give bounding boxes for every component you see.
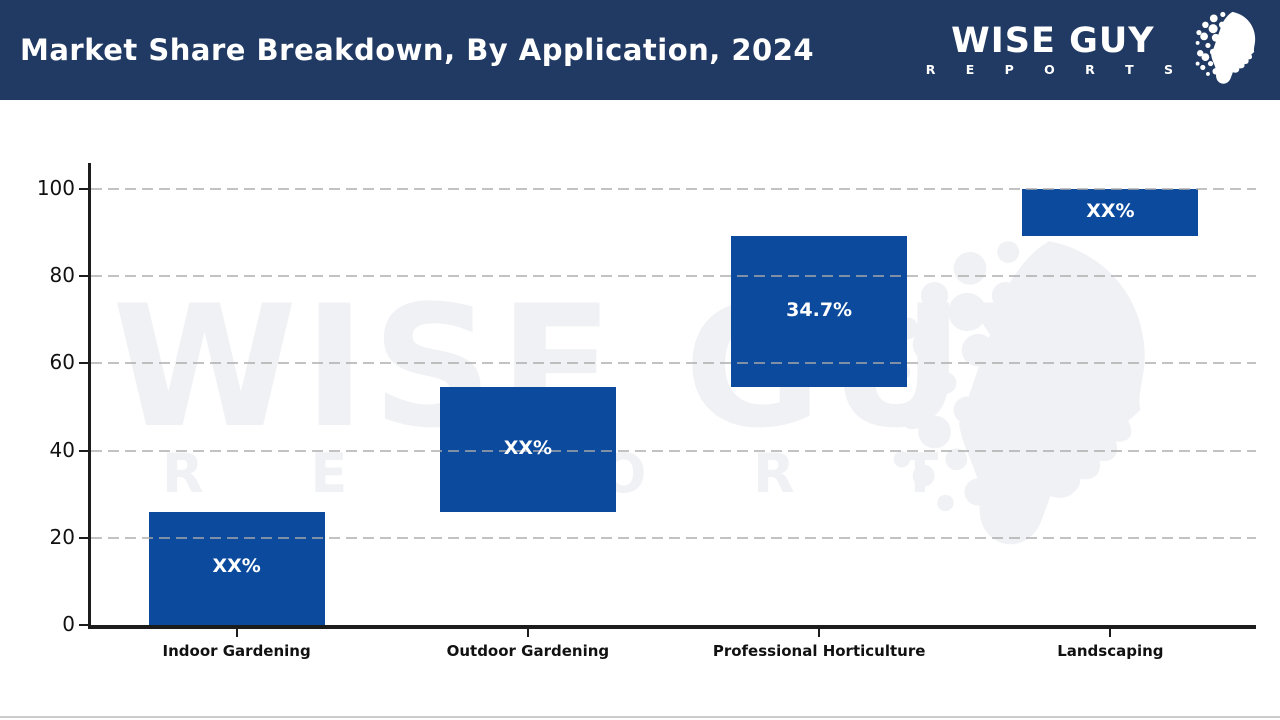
y-axis-tick-label: 100 bbox=[36, 176, 75, 201]
bar-value-label: XX% bbox=[503, 436, 553, 459]
y-axis-tick bbox=[79, 188, 88, 191]
category-label-indoor-gardening: Indoor Gardening bbox=[162, 642, 311, 660]
logo-head-icon bbox=[1195, 11, 1256, 84]
logo-reports-text: R E P O R T S bbox=[925, 61, 1186, 77]
y-axis-tick bbox=[79, 536, 88, 539]
category-label-outdoor-gardening: Outdoor Gardening bbox=[446, 642, 610, 660]
bar-indoor-gardening bbox=[148, 511, 325, 625]
gridline-20 bbox=[91, 536, 1256, 539]
waterfall-chart: XX% XX% 34.7% XX% 0 20 40 60 80 100 Indoor Gardeni… bbox=[0, 100, 1280, 718]
bar-professional-horticulture bbox=[731, 236, 908, 388]
x-axis-tick bbox=[235, 629, 238, 637]
y-axis-tick bbox=[79, 449, 88, 452]
y-axis-spine bbox=[88, 163, 91, 629]
bar-value-label: 34.7% bbox=[786, 298, 853, 321]
x-axis-tick bbox=[1109, 629, 1112, 637]
y-axis-tick-label: 60 bbox=[49, 350, 75, 375]
y-axis-tick bbox=[79, 275, 88, 278]
bar-outdoor-gardening bbox=[439, 387, 616, 512]
logo-wordmark: WISE GUY bbox=[951, 20, 1155, 61]
logo-text: WISE GUY R E P O R T S bbox=[920, 20, 1186, 77]
y-axis-tick-label: 0 bbox=[62, 612, 75, 636]
y-axis-tick-label: 40 bbox=[49, 437, 75, 462]
x-axis-tick bbox=[818, 629, 821, 637]
page-bottom-divider bbox=[0, 716, 1280, 718]
page-title: Market Share Breakdown, By Application, … bbox=[20, 33, 815, 67]
gridline-60 bbox=[91, 362, 1256, 365]
y-axis-tick-label: 80 bbox=[49, 263, 75, 288]
wise-guy-reports-logo: WISE GUY R E P O R T S bbox=[920, 8, 1280, 92]
gridline-80 bbox=[91, 275, 1256, 278]
y-axis-tick bbox=[79, 624, 88, 626]
x-axis-tick bbox=[526, 629, 529, 637]
bar-value-label: XX% bbox=[212, 555, 261, 578]
gridline-40 bbox=[91, 449, 1256, 452]
x-axis-spine bbox=[88, 625, 1256, 629]
category-label-professional-horticulture: Professional Horticulture bbox=[712, 642, 926, 660]
gridline-100 bbox=[91, 188, 1256, 191]
y-axis-tick bbox=[79, 362, 88, 365]
header-bar: Market Share Breakdown, By Application, … bbox=[0, 0, 1280, 100]
y-axis-tick-label: 20 bbox=[49, 524, 75, 549]
bar-value-label: XX% bbox=[1086, 199, 1135, 222]
bar-landscaping bbox=[1022, 189, 1199, 237]
category-label-landscaping: Landscaping bbox=[1057, 642, 1164, 660]
